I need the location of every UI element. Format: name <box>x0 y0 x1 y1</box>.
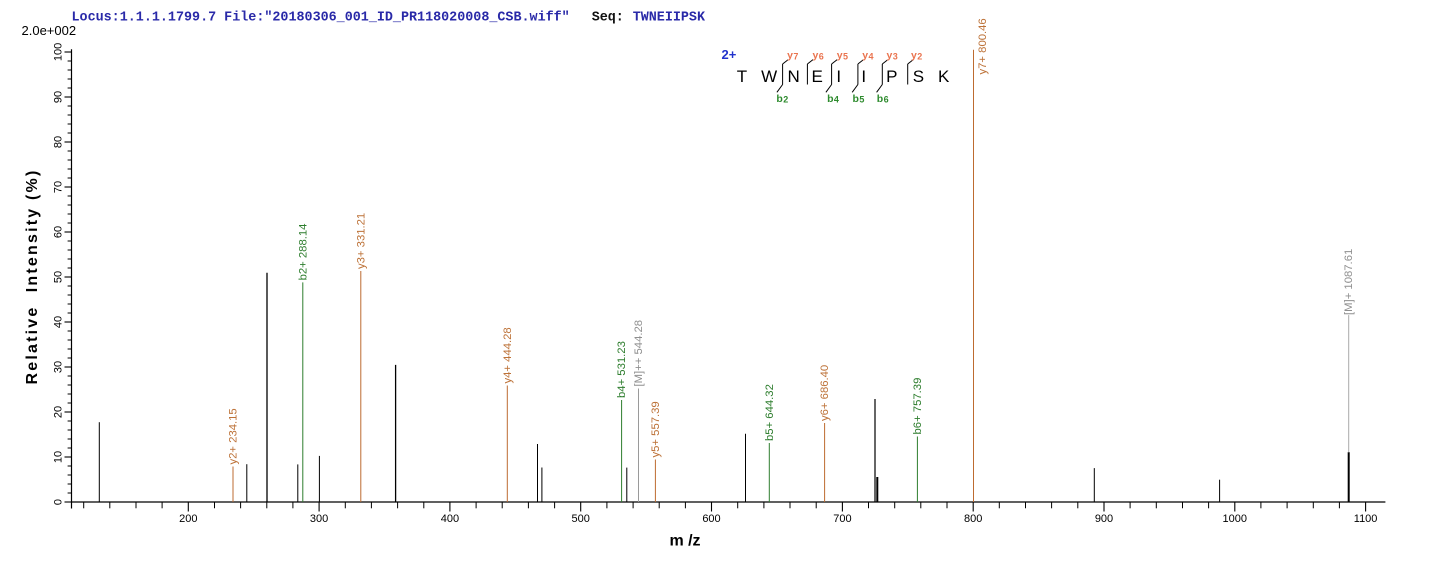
svg-text:b2+ 288.14: b2+ 288.14 <box>297 224 309 281</box>
svg-text:W: W <box>761 67 777 86</box>
svg-text:30: 30 <box>52 361 64 373</box>
svg-text:I: I <box>861 67 866 86</box>
svg-text:N: N <box>787 67 799 86</box>
svg-text:I: I <box>836 67 841 86</box>
svg-text:40: 40 <box>52 316 64 328</box>
svg-text:b6: b6 <box>877 93 889 105</box>
svg-text:y3+ 331.21: y3+ 331.21 <box>355 213 367 269</box>
svg-text:[M]+ 1087.61: [M]+ 1087.61 <box>1343 249 1355 315</box>
svg-text:800: 800 <box>964 513 982 525</box>
svg-text:0: 0 <box>52 499 64 505</box>
svg-text:200: 200 <box>179 513 197 525</box>
svg-text:500: 500 <box>572 513 590 525</box>
svg-text:Seq:: Seq: <box>592 11 624 26</box>
svg-text:E: E <box>812 67 823 86</box>
svg-text:2.0e+002: 2.0e+002 <box>22 23 77 38</box>
svg-text:1100: 1100 <box>1354 513 1378 525</box>
svg-text:y5: y5 <box>837 50 848 62</box>
svg-text:b4+ 531.23: b4+ 531.23 <box>616 341 628 398</box>
svg-text:y3: y3 <box>887 50 898 62</box>
svg-text:80: 80 <box>52 136 64 148</box>
svg-text:100: 100 <box>52 43 64 61</box>
svg-text:70: 70 <box>52 181 64 193</box>
svg-text:700: 700 <box>833 513 851 525</box>
svg-text:20: 20 <box>52 406 64 418</box>
svg-text:y7: y7 <box>787 50 798 62</box>
svg-text:y2+ 234.15: y2+ 234.15 <box>228 408 240 464</box>
svg-text:b4: b4 <box>827 93 839 105</box>
svg-text:600: 600 <box>702 513 720 525</box>
svg-text:b6+ 757.39: b6+ 757.39 <box>912 378 924 435</box>
svg-text:y5+ 557.39: y5+ 557.39 <box>650 401 662 457</box>
svg-text:[M]++ 544.28: [M]++ 544.28 <box>633 320 645 387</box>
svg-text:S: S <box>913 67 924 86</box>
svg-text:10: 10 <box>52 451 64 463</box>
svg-text:1000: 1000 <box>1223 513 1247 525</box>
svg-text:T: T <box>737 67 747 86</box>
svg-text:y4: y4 <box>862 50 873 62</box>
svg-text:b5: b5 <box>853 93 865 105</box>
svg-text:y2: y2 <box>911 50 922 62</box>
svg-text:2+: 2+ <box>722 47 737 62</box>
svg-text:Locus:1.1.1.1799.7 File:"20180: Locus:1.1.1.1799.7 File:"20180306_001_ID… <box>72 11 570 26</box>
svg-text:90: 90 <box>52 91 64 103</box>
svg-text:Relative Intensity (%): Relative Intensity (%) <box>24 169 41 385</box>
svg-text:P: P <box>886 67 897 86</box>
svg-text:60: 60 <box>52 226 64 238</box>
svg-text:y6: y6 <box>813 50 824 62</box>
svg-text:400: 400 <box>441 513 459 525</box>
svg-text:300: 300 <box>310 513 328 525</box>
svg-text:b5+ 644.32: b5+ 644.32 <box>764 384 776 441</box>
svg-text:K: K <box>938 67 950 86</box>
svg-text:y7+ 800.46: y7+ 800.46 <box>977 18 989 74</box>
svg-text:m /z: m /z <box>669 533 700 550</box>
svg-text:50: 50 <box>52 271 64 283</box>
svg-text:b2: b2 <box>776 93 788 105</box>
svg-text:y6+ 686.40: y6+ 686.40 <box>819 365 831 421</box>
svg-text:y4+ 444.28: y4+ 444.28 <box>502 327 514 383</box>
svg-text:TWNEIIPSK: TWNEIIPSK <box>633 11 706 26</box>
svg-text:900: 900 <box>1095 513 1113 525</box>
